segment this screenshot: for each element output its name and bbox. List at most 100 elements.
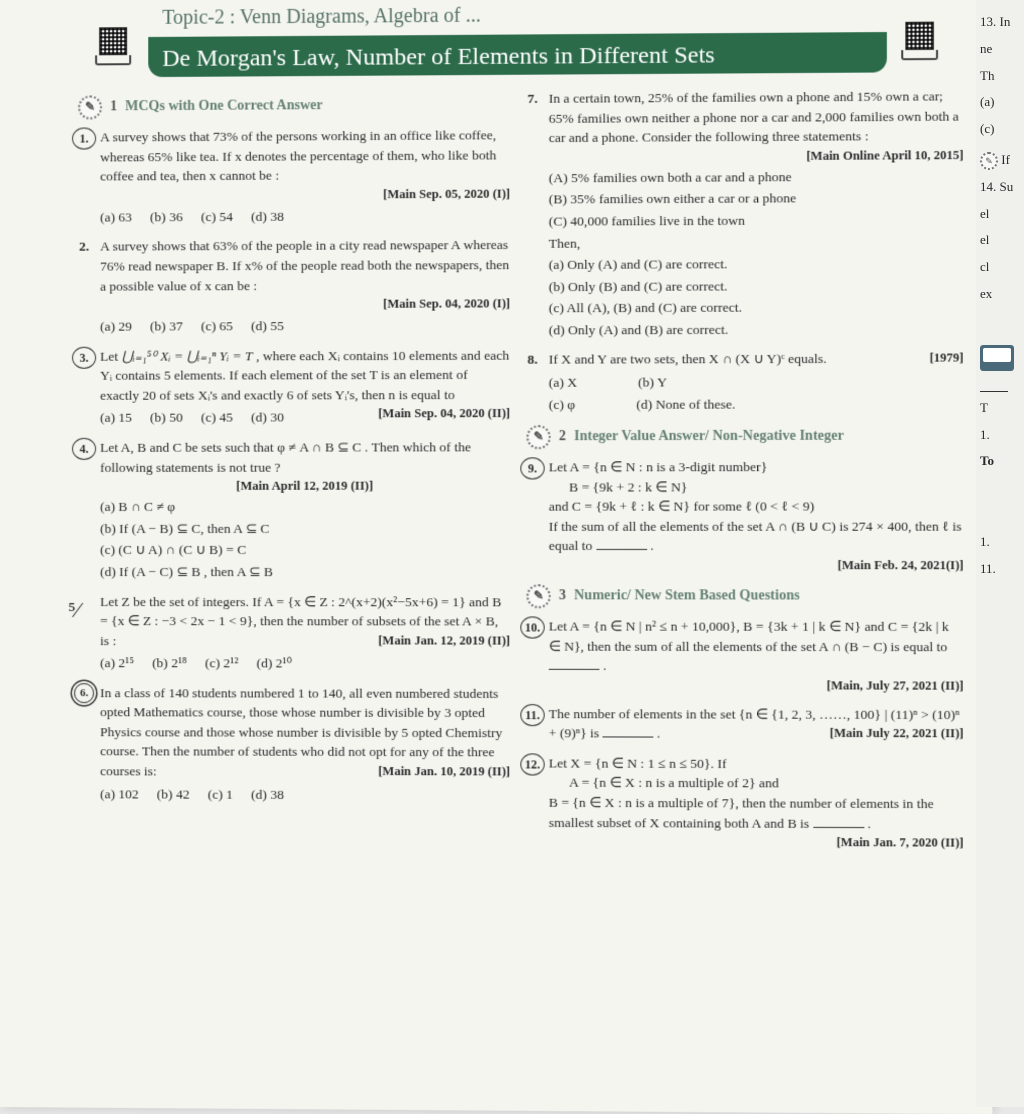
q3-ref: [Main Sep. 04, 2020 (II)] bbox=[378, 404, 510, 422]
section-1-title: MCQs with One Correct Answer bbox=[125, 96, 323, 118]
margin-text: (a) bbox=[980, 92, 1020, 113]
q5-opt-c: (c) 2¹² bbox=[205, 653, 238, 673]
q6-opt-c: (c) 1 bbox=[208, 784, 233, 804]
q11-number: 11. bbox=[520, 704, 544, 726]
qr-code-left bbox=[90, 27, 136, 73]
section-3-header: ✎ 3 Numeric/ New Stem Based Questions bbox=[526, 584, 963, 608]
q7-opt-a: (a) Only (A) and (C) are correct. bbox=[549, 253, 964, 274]
q2-ref: [Main Sep. 04, 2020 (I)] bbox=[100, 294, 510, 314]
q3-opt-a: (a) 15 bbox=[100, 408, 132, 428]
q8-ref: [1979] bbox=[930, 349, 964, 367]
q1-opt-a: (a) 63 bbox=[100, 207, 132, 227]
question-12: 12. Let X = {n ∈ N : 1 ≤ n ≤ 50}. If A =… bbox=[526, 753, 963, 852]
margin-text: el bbox=[980, 204, 1020, 225]
q8-opt-d: (d) None of these. bbox=[636, 395, 735, 415]
q10-text: Let A = {n ∈ N | n² ≤ n + 10,000}, B = {… bbox=[549, 618, 949, 653]
q3-opt-d: (d) 30 bbox=[251, 408, 284, 428]
question-11: 11. The number of elements in the set {n… bbox=[526, 704, 963, 744]
q7-number: 7. bbox=[520, 89, 544, 109]
q2-options: (a) 29 (b) 37 (c) 65 (d) 55 bbox=[100, 316, 510, 337]
q8-options-row2: (c) φ (d) None of these. bbox=[549, 394, 964, 415]
margin-next-page: 13. In ne Th (a) (c) ✎ If 14. Su el el c… bbox=[976, 0, 1024, 1107]
q7-statements: (A) 5% families own both a car and a pho… bbox=[549, 166, 964, 340]
q8-opt-c: (c) φ bbox=[549, 395, 576, 415]
q3-opt-c: (c) 45 bbox=[201, 408, 233, 428]
q7-stmt-b: (B) 35% families own either a car or a p… bbox=[549, 188, 964, 210]
qr-code-right bbox=[896, 22, 943, 69]
right-column: 7. In a certain town, 25% of the familie… bbox=[526, 86, 984, 862]
book-icon bbox=[980, 345, 1014, 371]
blank-fill bbox=[596, 538, 647, 550]
section-2-num: 2 bbox=[559, 427, 566, 447]
section-2-header: ✎ 2 Integer Value Answer/ Non-Negative I… bbox=[526, 424, 963, 449]
blank-fill bbox=[813, 815, 864, 827]
pen-icon: ✎ bbox=[980, 152, 998, 170]
q4-ref: [Main April 12, 2019 (II)] bbox=[100, 477, 510, 496]
question-9: 9. Let A = {n ∈ N : n is a 3-digit numbe… bbox=[526, 457, 963, 574]
q2-opt-c: (c) 65 bbox=[201, 316, 233, 336]
pen-icon: ✎ bbox=[526, 425, 550, 449]
title-band: Topic-2 : Venn Diagrams, Algebra of ... … bbox=[148, 4, 887, 77]
q4-number: 4. bbox=[72, 438, 96, 460]
q1-options: (a) 63 (b) 36 (c) 54 (d) 38 bbox=[100, 206, 510, 227]
q1-opt-b: (b) 36 bbox=[150, 207, 183, 227]
section-1-num: 1 bbox=[110, 97, 117, 117]
margin-text: T bbox=[980, 398, 1020, 419]
q1-number: 1. bbox=[72, 127, 96, 149]
q4-text: Let A, B and C be sets such that φ ≠ A ∩… bbox=[100, 439, 471, 474]
question-8: 8. If X and Y are two sets, then X ∩ (X … bbox=[526, 349, 963, 415]
q3-options: (a) 15 (b) 50 (c) 45 (d) 30 bbox=[100, 408, 378, 428]
pen-icon: ✎ bbox=[78, 95, 102, 119]
q7-then: Then, bbox=[549, 231, 964, 252]
blank-fill bbox=[549, 658, 600, 670]
question-7: 7. In a certain town, 25% of the familie… bbox=[526, 86, 963, 340]
margin-text: 14. Su bbox=[980, 177, 1020, 198]
q7-opt-d: (d) Only (A) and (B) are correct. bbox=[549, 319, 964, 340]
chapter-header: Topic-2 : Venn Diagrams, Algebra of ... … bbox=[8, 3, 984, 88]
q8-opt-b: (b) Y bbox=[638, 372, 667, 392]
q7-stmt-c: (C) 40,000 families live in the town bbox=[549, 210, 964, 232]
page: Topic-2 : Venn Diagrams, Algebra of ... … bbox=[0, 0, 992, 1114]
margin-text: ne bbox=[980, 39, 1020, 60]
topic-title: De Morgan's Law, Number of Elements in D… bbox=[162, 41, 872, 73]
blank-fill bbox=[603, 726, 654, 738]
q12-number: 12. bbox=[520, 753, 544, 775]
question-1: 1. A survey shows that 73% of the person… bbox=[78, 125, 510, 227]
q5-opt-a: (a) 2¹⁵ bbox=[100, 653, 134, 673]
q2-text: A survey shows that 63% of the people in… bbox=[100, 237, 509, 293]
q2-opt-b: (b) 37 bbox=[150, 317, 183, 337]
question-4: 4. Let A, B and C be sets such that φ ≠ … bbox=[78, 437, 510, 581]
q8-opt-a: (a) X bbox=[549, 373, 578, 393]
q3-text-a: Let bbox=[100, 348, 121, 363]
question-6: 6. In a class of 140 students numbered 1… bbox=[78, 683, 510, 805]
q6-options: (a) 102 (b) 42 (c) 1 (d) 38 bbox=[100, 784, 510, 805]
q4-options: (a) B ∩ C ≠ φ (b) If (A − B) ⊆ C, then A… bbox=[100, 497, 510, 582]
margin-text: 13. In bbox=[980, 12, 1020, 33]
topic-subtitle: Topic-2 : Venn Diagrams, Algebra of ... bbox=[162, 5, 480, 30]
section-1-header: ✎ 1 MCQs with One Correct Answer bbox=[78, 93, 510, 120]
q6-opt-a: (a) 102 bbox=[100, 784, 139, 804]
section-2-title: Integer Value Answer/ Non-Negative Integ… bbox=[574, 426, 844, 447]
question-10: 10. Let A = {n ∈ N | n² ≤ n + 10,000}, B… bbox=[526, 616, 963, 694]
question-5: ⁵⁄ Let Z be the set of integers. If A = … bbox=[78, 592, 510, 674]
q7-opt-c: (c) All (A), (B) and (C) are correct. bbox=[549, 297, 964, 318]
margin-text: el bbox=[980, 230, 1020, 251]
q11-ref: [Main July 22, 2021 (II)] bbox=[830, 724, 964, 743]
q6-number: 6. bbox=[74, 683, 94, 703]
q12-ref: [Main Jan. 7, 2020 (II)] bbox=[549, 832, 964, 852]
q9-number: 9. bbox=[520, 457, 544, 479]
margin-text: ex bbox=[980, 284, 1020, 305]
q1-opt-c: (c) 54 bbox=[201, 207, 233, 227]
q9-line2: B = {9k + 2 : k ∈ N} bbox=[549, 477, 964, 497]
q8-text: If X and Y are two sets, then X ∩ (X ∪ Y… bbox=[549, 351, 827, 367]
q12-line2: A = {n ∈ X : n is a multiple of 2} and bbox=[549, 773, 964, 794]
slash-mark-icon: ⁵⁄ bbox=[68, 594, 79, 626]
margin-text: cl bbox=[980, 257, 1020, 278]
q5-ref: [Main Jan. 12, 2019 (II)] bbox=[378, 631, 510, 649]
q10-ref: [Main, July 27, 2021 (II)] bbox=[549, 675, 964, 694]
content-columns: ✎ 1 MCQs with One Correct Answer 1. A su… bbox=[8, 86, 984, 862]
q6-opt-d: (d) 38 bbox=[251, 784, 284, 804]
q2-opt-d: (d) 55 bbox=[251, 316, 284, 336]
margin-text: Th bbox=[980, 66, 1020, 87]
q5-opt-d: (d) 2¹⁰ bbox=[256, 654, 292, 674]
